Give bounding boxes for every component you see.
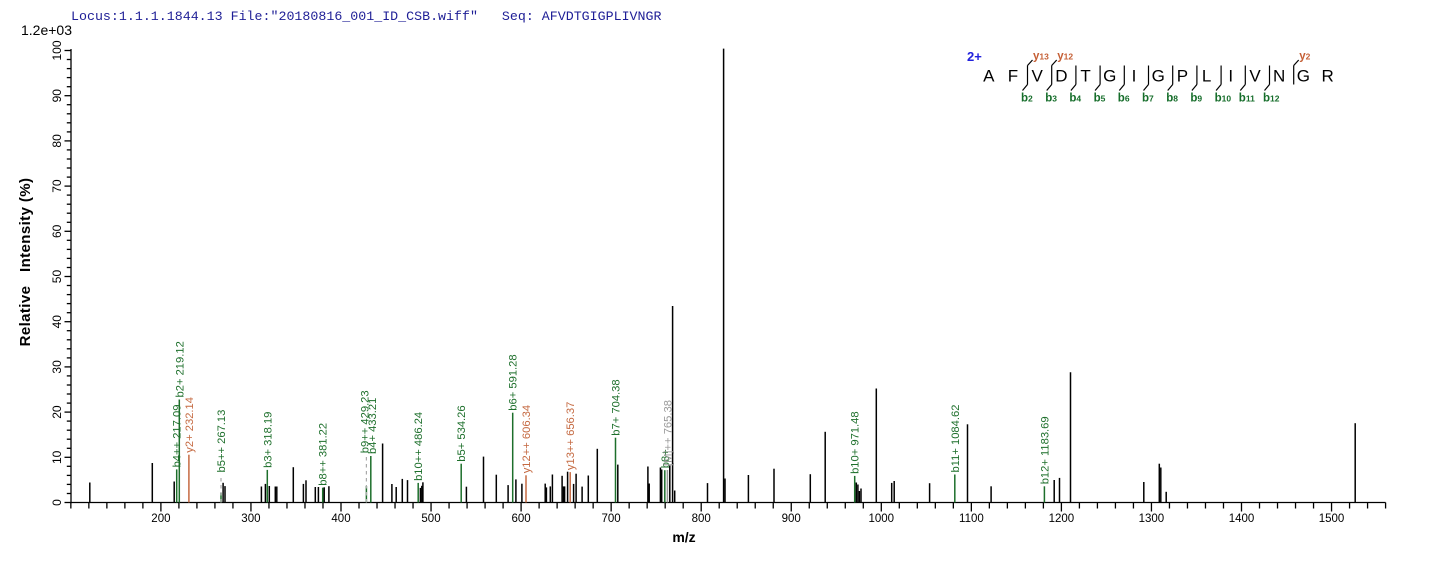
svg-text:50: 50 (50, 270, 64, 284)
svg-text:y2: y2 (1299, 51, 1310, 63)
svg-text:b10+ 971.48: b10+ 971.48 (850, 411, 862, 474)
svg-text:1100: 1100 (959, 513, 984, 525)
svg-text:200: 200 (151, 513, 170, 525)
svg-text:G: G (1152, 67, 1165, 86)
svg-text:L: L (1202, 67, 1211, 86)
svg-text:700: 700 (602, 513, 621, 525)
svg-text:b6+ 591.28: b6+ 591.28 (508, 354, 520, 410)
svg-text:T: T (1080, 67, 1090, 86)
svg-text:P: P (1177, 67, 1188, 86)
svg-text:1000: 1000 (869, 513, 895, 525)
svg-text:30: 30 (50, 360, 64, 374)
svg-text:Relative Intensity (%): Relative Intensity (%) (17, 178, 34, 347)
svg-text:90: 90 (50, 89, 64, 103)
svg-text:b9++ 429.23: b9++ 429.23 (360, 390, 372, 453)
svg-text:b6: b6 (1118, 93, 1130, 105)
svg-text:b12+ 1183.69: b12+ 1183.69 (1039, 416, 1051, 484)
svg-text:900: 900 (782, 513, 801, 525)
svg-text:b5+ 534.26: b5+ 534.26 (456, 405, 468, 461)
svg-text:10: 10 (50, 450, 64, 464)
svg-text:A: A (983, 67, 995, 86)
svg-text:300: 300 (241, 513, 260, 525)
svg-text:b4++ 217.09: b4++ 217.09 (172, 405, 184, 468)
svg-text:y12: y12 (1057, 51, 1073, 63)
svg-text:N: N (1273, 67, 1285, 86)
svg-text:80: 80 (50, 134, 64, 148)
svg-text:40: 40 (50, 315, 64, 329)
svg-text:b4: b4 (1069, 93, 1081, 105)
svg-text:y13: y13 (1033, 51, 1049, 63)
svg-text:1300: 1300 (1139, 513, 1165, 525)
svg-text:b2+ 219.12: b2+ 219.12 (174, 341, 186, 397)
svg-text:0: 0 (50, 499, 64, 506)
svg-text:b10: b10 (1215, 93, 1232, 105)
svg-text:[M]++ 765.38: [M]++ 765.38 (662, 400, 674, 466)
svg-text:b7: b7 (1142, 93, 1154, 105)
svg-text:70: 70 (50, 179, 64, 193)
svg-text:R: R (1321, 67, 1333, 86)
svg-text:400: 400 (331, 513, 350, 525)
svg-text:G: G (1103, 67, 1116, 86)
svg-text:2+: 2+ (967, 49, 982, 64)
svg-text:I: I (1228, 67, 1233, 86)
svg-text:b4+ 433.21: b4+ 433.21 (367, 398, 379, 454)
svg-text:1.2e+03: 1.2e+03 (21, 22, 72, 38)
svg-text:b11+ 1084.62: b11+ 1084.62 (950, 405, 962, 473)
svg-text:b10++ 486.24: b10++ 486.24 (413, 412, 425, 481)
svg-text:500: 500 (421, 513, 440, 525)
svg-text:1500: 1500 (1319, 513, 1345, 525)
svg-text:V: V (1249, 67, 1261, 86)
svg-text:G: G (1297, 67, 1310, 86)
svg-text:1400: 1400 (1229, 513, 1255, 525)
svg-text:y13++ 656.37: y13++ 656.37 (565, 402, 577, 470)
svg-text:b3+ 318.19: b3+ 318.19 (262, 412, 274, 468)
svg-text:b7+ 704.38: b7+ 704.38 (611, 379, 623, 435)
svg-text:y2+ 232.14: y2+ 232.14 (184, 397, 196, 453)
svg-text:b5++ 267.13: b5++ 267.13 (216, 410, 228, 473)
svg-text:m/z: m/z (672, 529, 695, 545)
svg-text:20: 20 (50, 405, 64, 419)
svg-text:b2: b2 (1021, 93, 1033, 105)
svg-text:100: 100 (50, 40, 64, 60)
svg-text:b12: b12 (1263, 93, 1280, 105)
svg-text:600: 600 (512, 513, 531, 525)
svg-text:F: F (1008, 67, 1018, 86)
svg-text:I: I (1132, 67, 1137, 86)
svg-text:y12++ 606.34: y12++ 606.34 (521, 405, 533, 473)
svg-text:1200: 1200 (1049, 513, 1075, 525)
svg-text:60: 60 (50, 224, 64, 238)
svg-text:V: V (1032, 67, 1044, 86)
svg-text:b3: b3 (1045, 93, 1057, 105)
svg-text:b5: b5 (1094, 93, 1106, 105)
svg-text:b11: b11 (1239, 93, 1255, 105)
svg-text:b9: b9 (1190, 93, 1202, 105)
svg-text:Locus:1.1.1.1844.13 File:"2018: Locus:1.1.1.1844.13 File:"20180816_001_I… (71, 9, 661, 24)
svg-text:b8++ 381.22: b8++ 381.22 (318, 423, 330, 486)
svg-text:800: 800 (692, 513, 711, 525)
svg-text:D: D (1055, 67, 1067, 86)
svg-text:b8: b8 (1166, 93, 1178, 105)
svg-text:b8+: b8+ (660, 449, 672, 468)
